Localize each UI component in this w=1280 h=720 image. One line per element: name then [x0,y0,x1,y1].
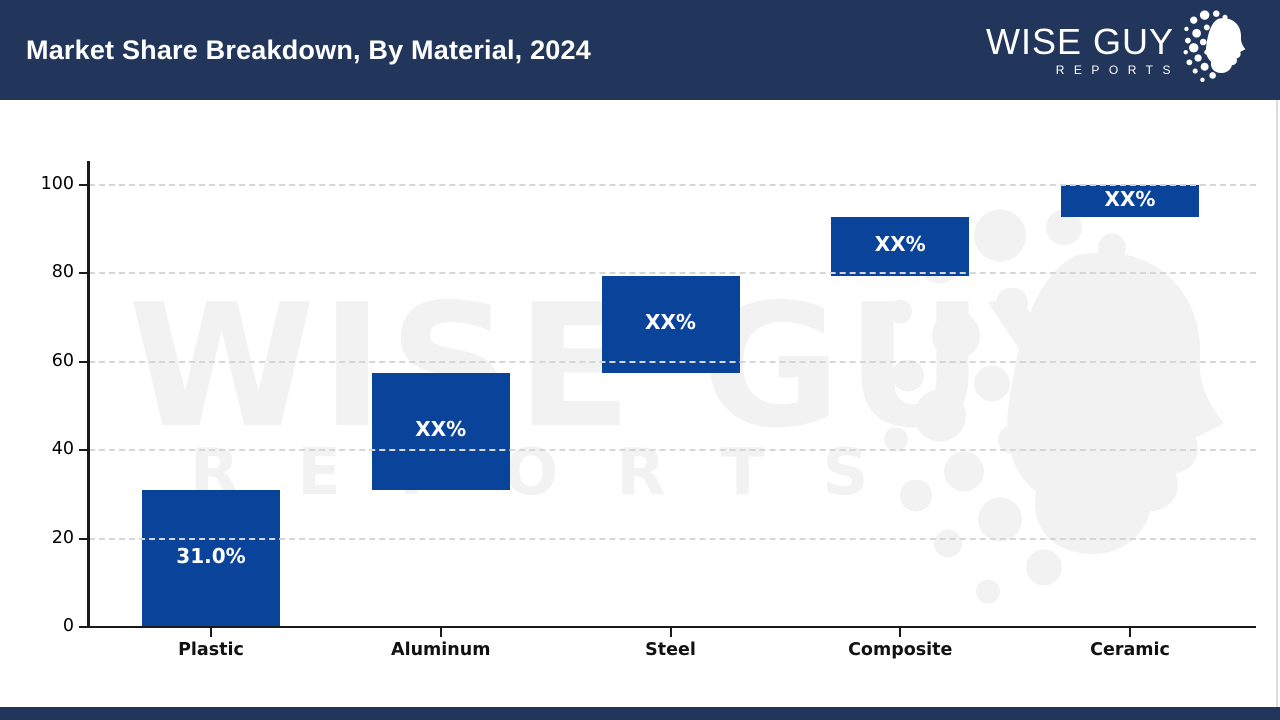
bar-value-label: 31.0% [176,544,246,569]
wise-guy-head-icon [1180,10,1254,90]
y-axis-tick-label: 80 [51,262,74,283]
bar-plastic [142,489,280,627]
x-axis-tick [899,628,902,637]
y-axis-tick [79,449,88,452]
bar-composite [831,217,970,276]
bar-value-label: XX% [645,310,696,335]
y-axis-tick [79,272,88,275]
x-axis-label-ceramic: Ceramic [1090,640,1170,660]
gridline [89,537,1256,540]
bar-value-label: XX% [874,232,926,257]
x-axis-tick [439,628,442,637]
y-axis-tick [79,184,88,186]
gridline [89,272,1256,275]
bar-steel [601,275,740,373]
y-axis-tick [79,537,88,540]
y-axis-tick [79,626,88,628]
x-axis-tick [669,628,672,637]
y-axis-tick-label: 100 [40,174,74,194]
bar-value-label: XX% [415,417,467,442]
x-axis-label-composite: Composite [848,640,953,660]
footer-bar [0,707,1280,720]
y-axis-tick [79,360,88,363]
x-axis-label-steel: Steel [645,640,696,660]
brand-logo-text: WISE GUY REPORTS [985,20,1174,77]
x-axis-label-aluminum: Aluminum [391,640,491,660]
y-axis-line [87,161,90,628]
bar-ceramic [1061,185,1199,218]
y-axis-tick-label: 60 [51,350,74,371]
bar-value-label: XX% [1104,187,1156,212]
gridline [89,360,1256,363]
brand-logo: WISE GUY REPORTS [986,10,1254,90]
gridline [89,184,1256,186]
x-axis-tick [210,628,212,637]
x-axis-tick [1129,628,1131,637]
y-axis-tick-label: 0 [62,616,74,636]
header-bar: Market Share Breakdown, By Material, 202… [0,0,1280,100]
y-axis-tick-label: 20 [51,527,74,548]
right-edge-divider [1276,100,1278,707]
page-title: Market Share Breakdown, By Material, 202… [26,34,591,65]
watermark-subtitle-text: REPORTS [190,436,927,510]
y-axis-tick-label: 40 [51,439,74,460]
brand-name: WISE GUY [985,20,1174,62]
brand-subtitle: REPORTS [1055,62,1180,77]
gridline [89,449,1256,452]
x-axis-line [87,625,1256,628]
bar-aluminum [371,372,510,490]
x-axis-label-plastic: Plastic [178,640,244,660]
